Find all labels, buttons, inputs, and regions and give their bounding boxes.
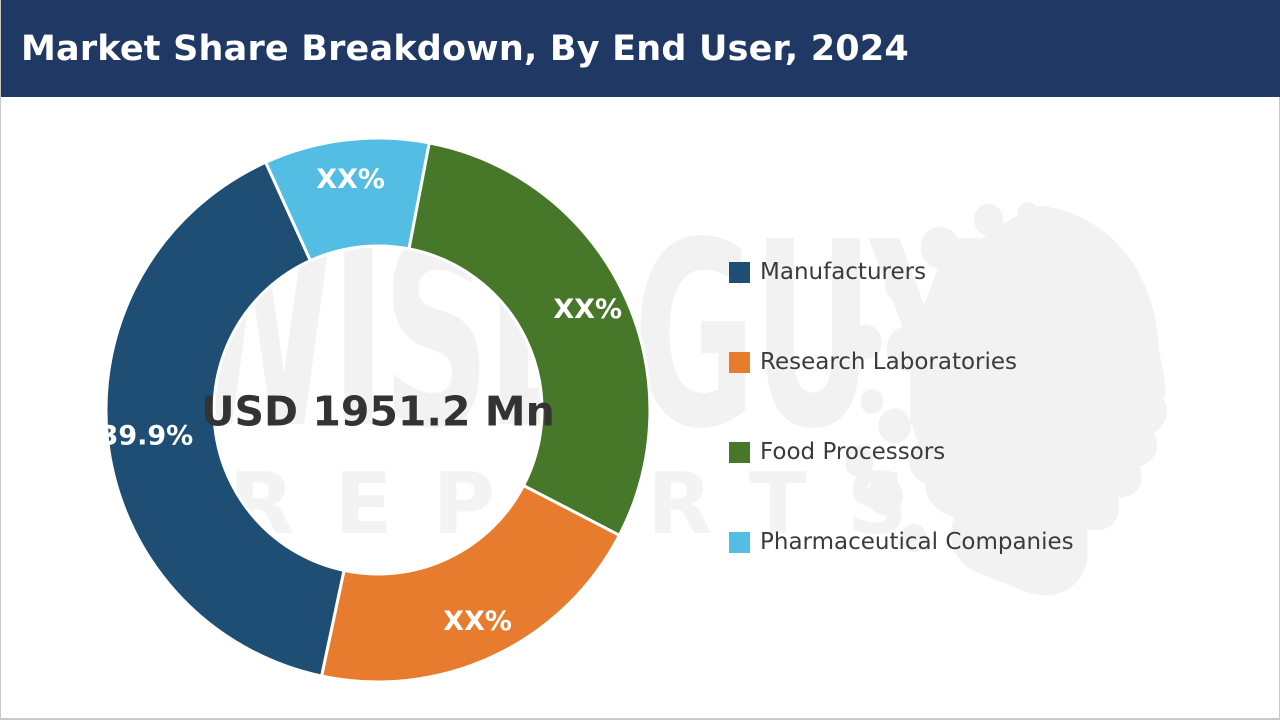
- center-value-label: USD 1951.2 Mn: [201, 387, 555, 435]
- header-bar: Market Share Breakdown, By End User, 202…: [1, 0, 1280, 97]
- legend-swatch: [729, 531, 750, 553]
- legend-swatch: [729, 441, 750, 463]
- legend-label: Food Processors: [760, 439, 946, 465]
- legend-item-food-processors: Food Processors: [729, 431, 1074, 473]
- legend-item-research-laboratories: Research Laboratories: [729, 341, 1074, 383]
- legend-label: Research Laboratories: [760, 349, 1018, 375]
- chart-legend: Manufacturers Research Laboratories Food P…: [729, 251, 1074, 611]
- legend-swatch: [729, 351, 750, 373]
- segment-label: XX%: [316, 164, 385, 195]
- donut-segment-food-processors: [407, 141, 652, 537]
- segment-label: 39.9%: [100, 421, 194, 452]
- donut-segment-manufacturers: [104, 160, 346, 678]
- legend-label: Pharmaceutical Companies: [760, 529, 1074, 555]
- legend-label: Manufacturers: [760, 259, 927, 285]
- segment-label: XX%: [443, 606, 512, 637]
- legend-swatch: [729, 261, 750, 283]
- segment-label: XX%: [553, 294, 622, 325]
- legend-item-manufacturers: Manufacturers: [729, 251, 1074, 293]
- legend-item-pharmaceutical-companies: Pharmaceutical Companies: [729, 521, 1074, 563]
- page-title: Market Share Breakdown, By End User, 202…: [21, 28, 909, 69]
- donut-segment-research-laboratories: [320, 484, 621, 684]
